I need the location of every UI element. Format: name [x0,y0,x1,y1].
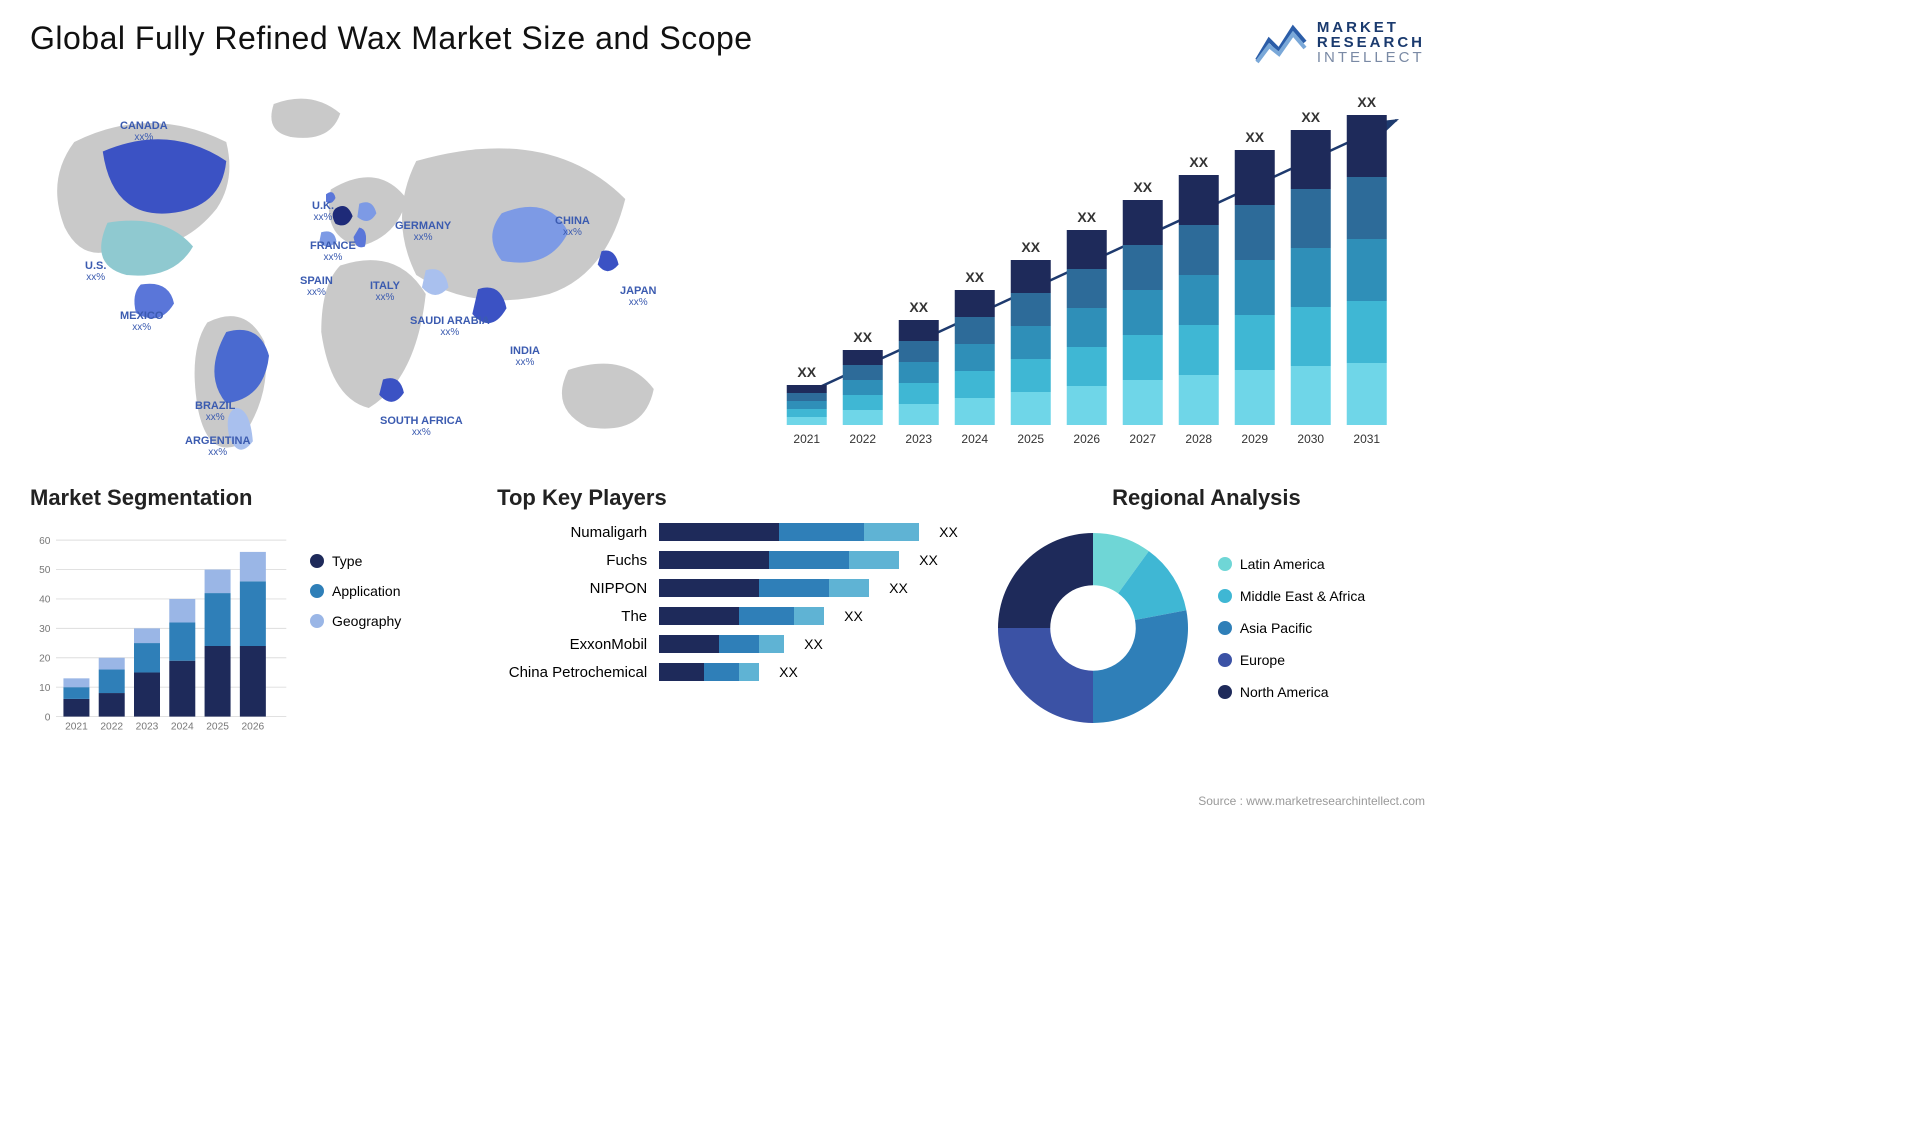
map-label-spain: SPAINxx% [300,275,333,298]
map-label-italy: ITALYxx% [370,280,400,303]
svg-text:XX: XX [1077,209,1096,225]
svg-text:XX: XX [1189,154,1208,170]
regional-title: Regional Analysis [988,485,1425,511]
seg-legend-item: Application [310,583,401,599]
svg-text:XX: XX [1133,179,1152,195]
source-text: Source : www.marketresearchintellect.com [1198,794,1425,808]
world-map: CANADAxx% U.S.xx% MEXICOxx% BRAZILxx% ARGENT… [30,85,708,470]
map-label-china: CHINAxx% [555,215,590,238]
regional-legend: Latin America Middle East & Africa Asia Pa… [1218,556,1365,700]
svg-text:XX: XX [965,269,984,285]
regional-legend-item: Europe [1218,652,1365,668]
svg-text:0: 0 [45,712,51,723]
players-title: Top Key Players [497,485,958,511]
svg-text:2027: 2027 [1129,432,1156,446]
players-list: NumaligarhXX FuchsXX NIPPONXX TheXX ExxonMob… [497,523,958,681]
logo-line1: MARKET [1317,20,1425,35]
svg-text:2024: 2024 [171,722,194,733]
player-row: TheXX [497,607,958,625]
svg-text:2026: 2026 [242,722,265,733]
svg-text:XX: XX [1021,239,1040,255]
player-row: ExxonMobilXX [497,635,958,653]
svg-text:2028: 2028 [1185,432,1212,446]
svg-text:XX: XX [797,364,816,380]
svg-text:2023: 2023 [905,432,932,446]
svg-text:XX: XX [1301,109,1320,125]
map-label-germany: GERMANYxx% [395,220,451,243]
map-label-uk: U.K.xx% [312,200,334,223]
growth-chart: XX 2021 XX 2022 XX 2023 XX 2024 XX 2025 XX 2026 XX 20… [748,85,1426,465]
seg-legend-item: Type [310,553,401,569]
map-label-japan: JAPANxx% [620,285,656,308]
page-title: Global Fully Refined Wax Market Size and… [30,20,753,57]
svg-text:2023: 2023 [136,722,159,733]
brand-logo: MARKET RESEARCH INTELLECT [1255,20,1425,65]
svg-text:30: 30 [39,624,51,635]
svg-text:40: 40 [39,595,51,606]
player-row: FuchsXX [497,551,958,569]
player-row: China PetrochemicalXX [497,663,958,681]
svg-text:2024: 2024 [961,432,988,446]
player-row: NIPPONXX [497,579,958,597]
map-label-mexico: MEXICOxx% [120,310,163,333]
map-label-india: INDIAxx% [510,345,540,368]
svg-text:10: 10 [39,683,51,694]
svg-text:2021: 2021 [65,722,88,733]
segmentation-chart: 0 10 20 30 40 50 60 2021 2022 2023 2024 2025 2026 [30,523,290,743]
logo-line2: RESEARCH [1317,35,1425,50]
logo-icon [1255,22,1307,64]
svg-text:50: 50 [39,565,51,576]
map-safrica [379,378,404,402]
map-label-france: FRANCExx% [310,240,356,263]
player-row: NumaligarhXX [497,523,958,541]
svg-text:2022: 2022 [849,432,876,446]
svg-text:XX: XX [1245,129,1264,145]
map-label-southafrica: SOUTH AFRICAxx% [380,415,463,438]
map-japan [598,251,619,272]
regional-legend-item: Middle East & Africa [1218,588,1365,604]
svg-text:2026: 2026 [1073,432,1100,446]
map-label-argentina: ARGENTINAxx% [185,435,250,458]
svg-text:60: 60 [39,536,51,547]
svg-text:20: 20 [39,653,51,664]
svg-text:XX: XX [1357,94,1376,110]
logo-line3: INTELLECT [1317,50,1425,65]
regional-legend-item: North America [1218,684,1365,700]
svg-text:2025: 2025 [206,722,229,733]
segmentation-title: Market Segmentation [30,485,467,511]
svg-text:2031: 2031 [1353,432,1380,446]
map-label-saudiarabia: SAUDI ARABIAxx% [410,315,490,338]
map-label-brazil: BRAZILxx% [195,400,235,423]
map-label-canada: CANADAxx% [120,120,168,143]
svg-text:2030: 2030 [1297,432,1324,446]
segmentation-panel: Market Segmentation 0 10 20 30 40 50 60 2021 202… [30,485,467,743]
regional-legend-item: Asia Pacific [1218,620,1365,636]
svg-text:2029: 2029 [1241,432,1268,446]
players-panel: Top Key Players NumaligarhXX FuchsXX NIPPO… [497,485,958,743]
segmentation-legend: Type Application Geography [310,523,401,743]
regional-legend-item: Latin America [1218,556,1365,572]
svg-text:2025: 2025 [1017,432,1044,446]
svg-text:XX: XX [909,299,928,315]
seg-legend-item: Geography [310,613,401,629]
regional-panel: Regional Analysis Latin America Middle Ea… [988,485,1425,743]
regional-donut [988,523,1198,733]
map-label-us: U.S.xx% [85,260,106,283]
svg-text:2022: 2022 [100,722,123,733]
svg-text:XX: XX [853,329,872,345]
svg-text:2021: 2021 [793,432,820,446]
